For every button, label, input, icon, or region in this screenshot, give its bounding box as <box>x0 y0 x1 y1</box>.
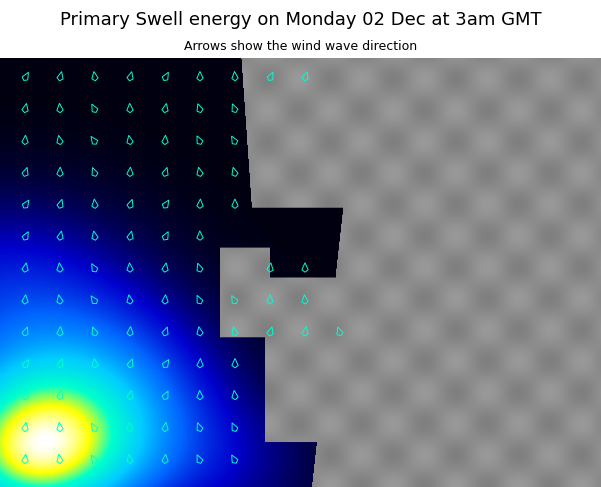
Text: Primary Swell energy on Monday 02 Dec at 3am GMT: Primary Swell energy on Monday 02 Dec at… <box>59 12 542 29</box>
Text: Arrows show the wind wave direction: Arrows show the wind wave direction <box>184 40 417 53</box>
